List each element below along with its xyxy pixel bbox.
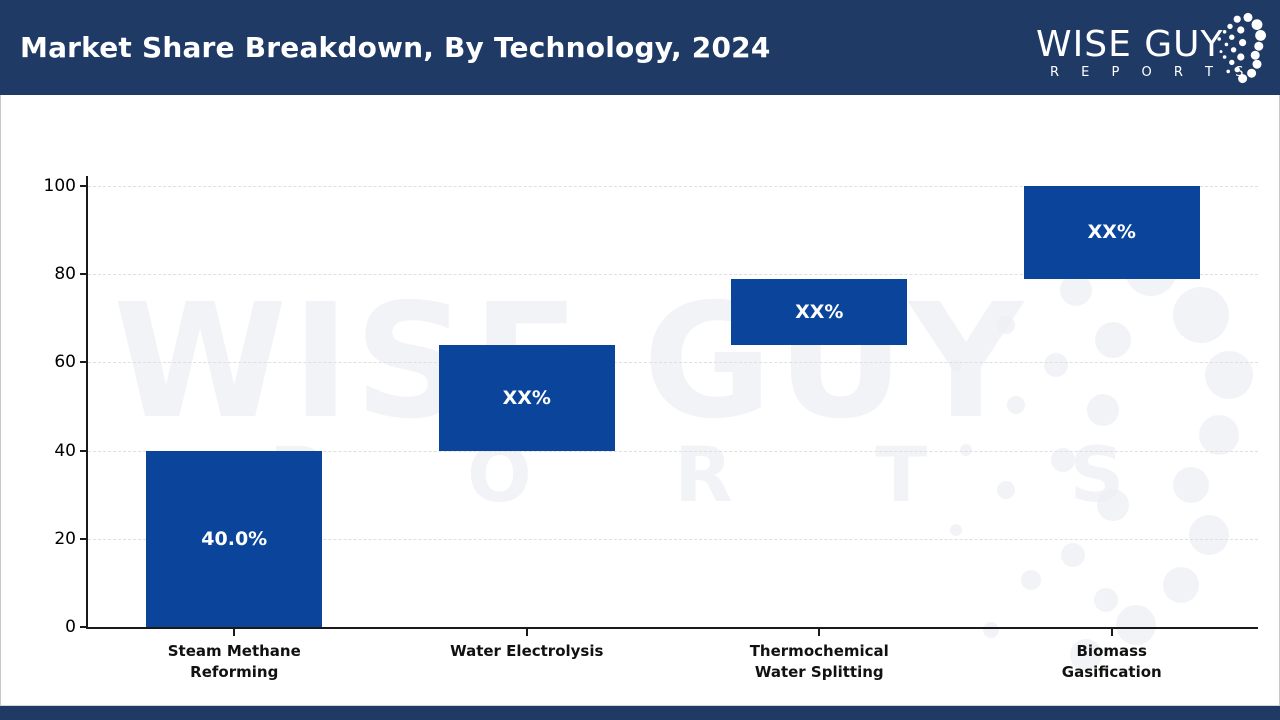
bar-value-label: XX% [1087, 221, 1136, 244]
bar: XX% [731, 278, 908, 345]
x-axis-category-label: Thermochemical Water Splitting [750, 641, 889, 683]
x-axis-tick [1110, 629, 1113, 636]
header-bar: Market Share Breakdown, By Technology, 2… [0, 0, 1280, 95]
y-axis-tick-label: 40 [54, 440, 76, 461]
x-axis-category-label-line: Water Electrolysis [450, 642, 604, 660]
y-axis-tick-label: 100 [43, 176, 76, 196]
x-axis-category-label-line: Steam Methane [167, 642, 301, 660]
footer-bar [0, 706, 1280, 720]
y-axis-line [86, 176, 88, 629]
bar-value-label: XX% [502, 386, 551, 409]
x-axis-tick [233, 629, 236, 636]
bar: XX% [438, 344, 615, 451]
bar: XX% [1023, 186, 1200, 279]
y-axis-tick [80, 273, 87, 276]
x-axis-category-label-line: Reforming [190, 663, 279, 681]
chart-title: Market Share Breakdown, By Technology, 2… [20, 31, 771, 64]
x-axis-category-label: Water Electrolysis [450, 641, 603, 662]
x-axis-tick [525, 629, 528, 636]
x-axis-category-label-line: Gasification [1061, 663, 1162, 681]
gridline [88, 538, 1258, 540]
x-axis-category-label-line: Biomass [1076, 642, 1148, 660]
y-axis-tick-label: 80 [54, 264, 76, 285]
y-axis-tick-label: 60 [54, 352, 76, 373]
y-axis-tick-label: 20 [54, 528, 76, 549]
bar-value-label: 40.0% [201, 527, 268, 550]
x-axis-tick [818, 629, 821, 636]
y-axis-tick [80, 361, 87, 364]
bar: 40.0% [146, 450, 323, 627]
x-axis-category-label: Steam Methane Reforming [168, 641, 301, 683]
x-axis-line [86, 627, 1258, 629]
gridline [88, 186, 1258, 187]
gridline [88, 450, 1258, 452]
bar-value-label: XX% [795, 300, 844, 323]
y-axis-tick [80, 185, 87, 187]
x-axis-category-label-line: Water Splitting [754, 663, 884, 681]
x-axis-category-label: Biomass Gasification [1062, 641, 1162, 683]
y-axis-tick [80, 449, 87, 452]
gridline [88, 274, 1258, 276]
gridline [88, 362, 1258, 364]
watermark-reports-text: P O R T S [269, 430, 1183, 519]
y-axis-tick [80, 626, 87, 628]
logo-reports-text: R E P O R T S [1050, 65, 1253, 80]
logo-wordmark: WISE GUY [1036, 24, 1224, 65]
y-axis-tick-label: 0 [65, 617, 76, 637]
logo-face-icon [1217, 12, 1266, 84]
y-axis-tick [80, 537, 87, 540]
wiseguy-logo: WISE GUY R E P O R T S [1006, 8, 1266, 88]
x-axis-category-label-line: Thermochemical [749, 642, 889, 660]
